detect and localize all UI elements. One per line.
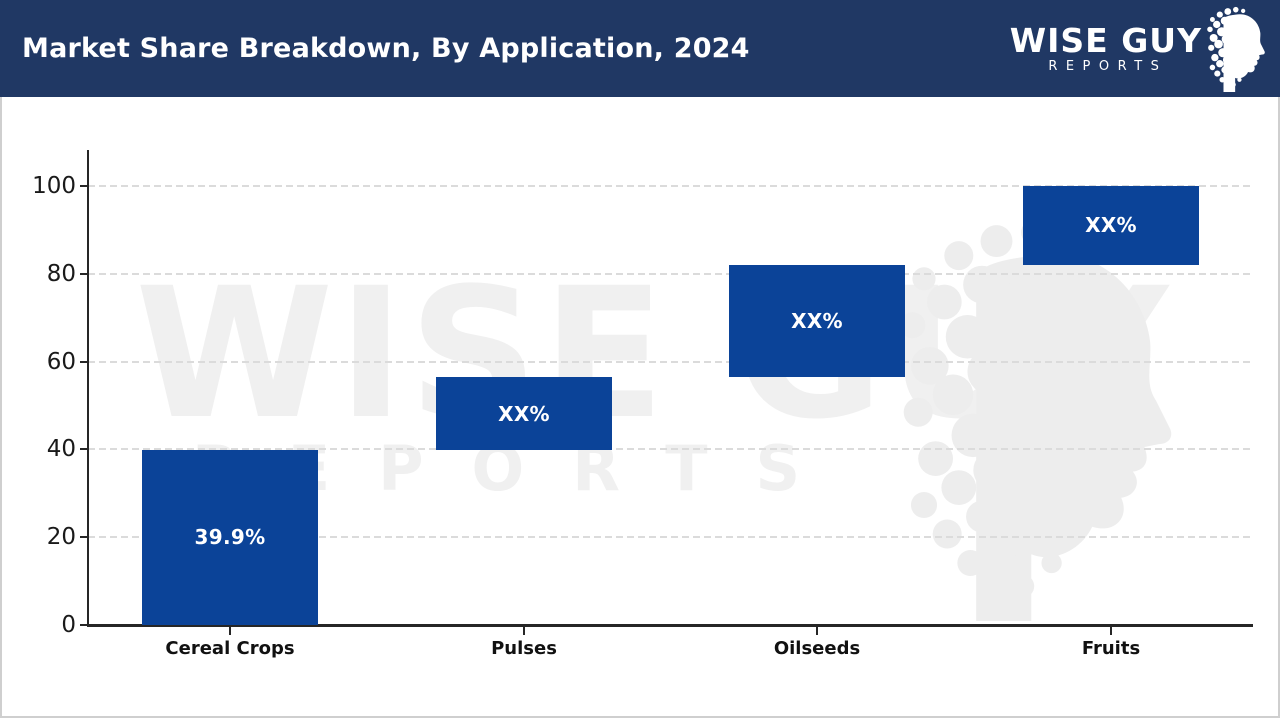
header-background: [0, 0, 1280, 97]
x-axis-spine: [87, 624, 1253, 627]
right-border: [1278, 97, 1280, 716]
bar-value-label: XX%: [498, 401, 550, 426]
y-tick-label: 40: [46, 436, 76, 463]
bar: XX%: [1023, 186, 1199, 265]
gridline: [88, 185, 1253, 187]
gridline: [88, 536, 1253, 539]
header-bar: Market Share Breakdown, By Application, …: [0, 0, 1280, 97]
bar-value-label: XX%: [1085, 213, 1137, 238]
bar-value-label: 39.9%: [194, 525, 266, 550]
bar: XX%: [729, 264, 905, 378]
gridline: [88, 360, 1253, 363]
y-tick-mark: [80, 448, 88, 451]
brand-wordmark: WISE GUY: [1009, 21, 1202, 60]
x-tick-mark: [1110, 627, 1112, 635]
y-tick-mark: [80, 624, 88, 626]
y-tick-mark: [80, 272, 88, 275]
bar: XX%: [436, 377, 612, 450]
x-tick-label: Pulses: [491, 638, 557, 659]
y-tick-label: 0: [61, 612, 76, 638]
x-tick-label: Fruits: [1081, 638, 1141, 659]
x-tick-mark: [229, 627, 231, 635]
brand-head-icon: [1206, 6, 1268, 92]
y-axis-spine: [87, 150, 89, 627]
y-tick-mark: [80, 536, 88, 539]
y-tick-label: 100: [32, 173, 76, 199]
gridline: [88, 448, 1253, 451]
brand-subtitle: REPORTS: [1048, 59, 1168, 74]
brand-logo: WISE GUY REPORTS: [1010, 5, 1268, 92]
gridline: [88, 272, 1253, 275]
x-tick-mark: [523, 627, 525, 635]
y-tick-label: 60: [46, 348, 76, 375]
bar-value-label: XX%: [791, 308, 843, 333]
x-tick-label: Cereal Crops: [165, 638, 295, 659]
page-title: Market Share Breakdown, By Application, …: [22, 33, 750, 64]
x-tick-label: Oilseeds: [773, 638, 861, 659]
x-tick-mark: [816, 627, 818, 635]
y-tick-mark: [80, 185, 88, 187]
bar: 39.9%: [142, 449, 318, 625]
y-tick-label: 80: [46, 260, 76, 287]
y-tick-label: 20: [46, 524, 76, 551]
y-tick-mark: [80, 360, 88, 363]
brand-wordmark-block: WISE GUY REPORTS: [1010, 24, 1202, 73]
bottom-border: [0, 716, 1280, 718]
left-border: [0, 97, 2, 716]
